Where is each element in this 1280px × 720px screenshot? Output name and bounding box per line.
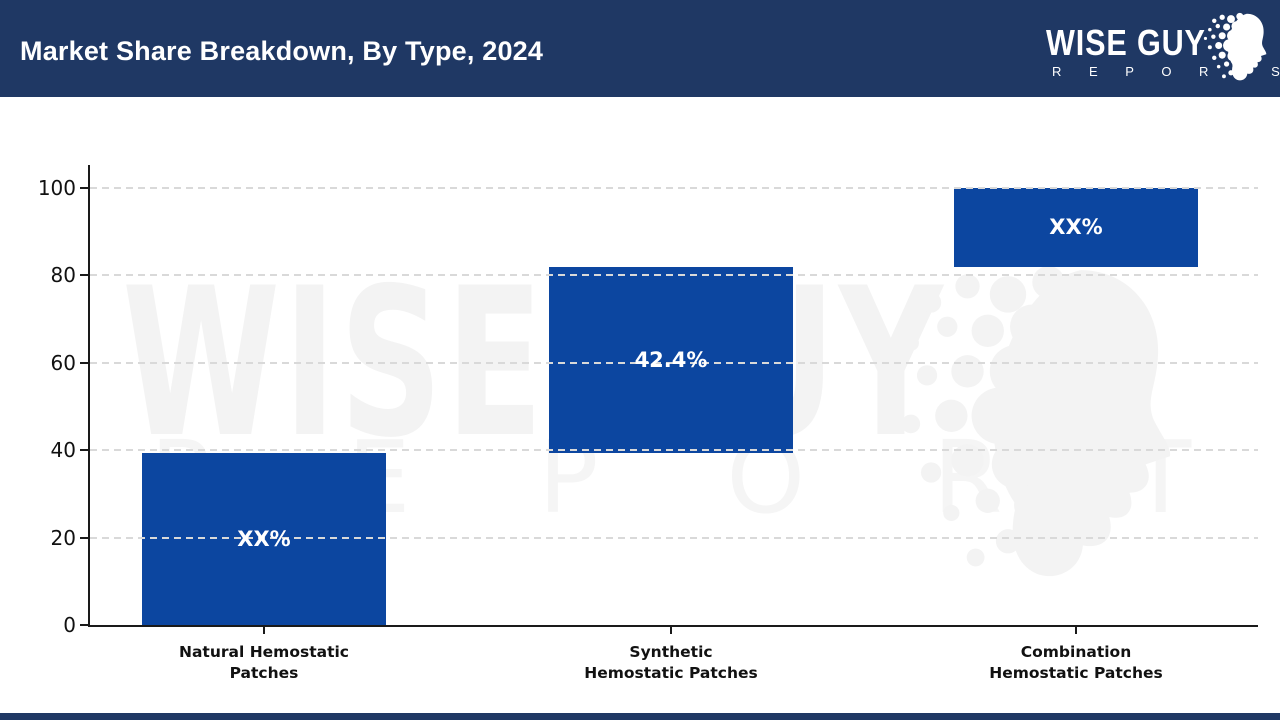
y-gridline [90, 449, 1258, 451]
x-axis-line [88, 625, 1258, 627]
dotted-head-logo-icon [1194, 8, 1268, 94]
x-axis-category-label-line: Synthetic [629, 643, 713, 661]
y-axis-line [88, 165, 90, 627]
x-axis-category-label: Synthetic Hemostatic Patches [511, 642, 831, 684]
y-axis-tick-label: 80 [50, 263, 76, 287]
bar-value-label: 42.4% [634, 347, 708, 372]
x-axis-category-label: Combination Hemostatic Patches [916, 642, 1236, 684]
y-gridline [90, 274, 1258, 276]
y-axis-tick-label: 60 [50, 350, 76, 375]
y-axis-tick [80, 361, 88, 364]
x-axis-category-label-line: Patches [229, 664, 299, 682]
y-gridline [90, 361, 1258, 364]
y-gridline [90, 186, 1258, 189]
x-axis-category-label-line: Hemostatic Patches [584, 664, 758, 682]
y-axis-tick [80, 449, 88, 451]
y-axis-tick-label: 20 [50, 525, 76, 550]
y-axis-tick [80, 274, 88, 276]
bar-value-label: XX% [1049, 215, 1103, 240]
brand-logo: WISE GUY R E P O R T S [1018, 4, 1280, 94]
bar-segment [549, 267, 793, 453]
y-gridline [90, 536, 1258, 539]
y-axis-tick [80, 536, 88, 539]
x-axis-tick [263, 627, 265, 634]
watermark-brand-text: WISE GUY [122, 245, 946, 483]
bar-segment [142, 452, 386, 625]
x-axis-tick [1075, 627, 1077, 634]
bar-value-label: XX% [237, 526, 291, 551]
x-axis-category-label: Natural Hemostatic Patches [104, 642, 424, 684]
x-axis-tick [670, 627, 672, 634]
watermark-dotted-head-icon [838, 232, 1178, 636]
chart-plot-area: 0 20 40 60 80 100 XX% 42.4% XX% Natural Hemostati… [0, 97, 1280, 713]
y-axis-tick [80, 624, 88, 626]
y-axis-tick-label: 40 [50, 438, 76, 462]
page-title: Market Share Breakdown, By Type, 2024 [20, 36, 544, 66]
x-axis-category-label-line: Hemostatic Patches [989, 664, 1163, 682]
y-axis-tick [80, 186, 88, 189]
y-axis-tick-label: 0 [63, 613, 76, 637]
x-axis-category-label-line: Combination [1020, 643, 1132, 661]
footer-bar [0, 713, 1280, 720]
y-axis-tick-label: 100 [37, 175, 76, 200]
brand-logo-wordmark: WISE GUY [1046, 22, 1206, 63]
header-bar: Market Share Breakdown, By Type, 2024 WI… [0, 0, 1280, 97]
x-axis-category-label-line: Natural Hemostatic [179, 643, 349, 661]
bar-segment [954, 187, 1198, 268]
